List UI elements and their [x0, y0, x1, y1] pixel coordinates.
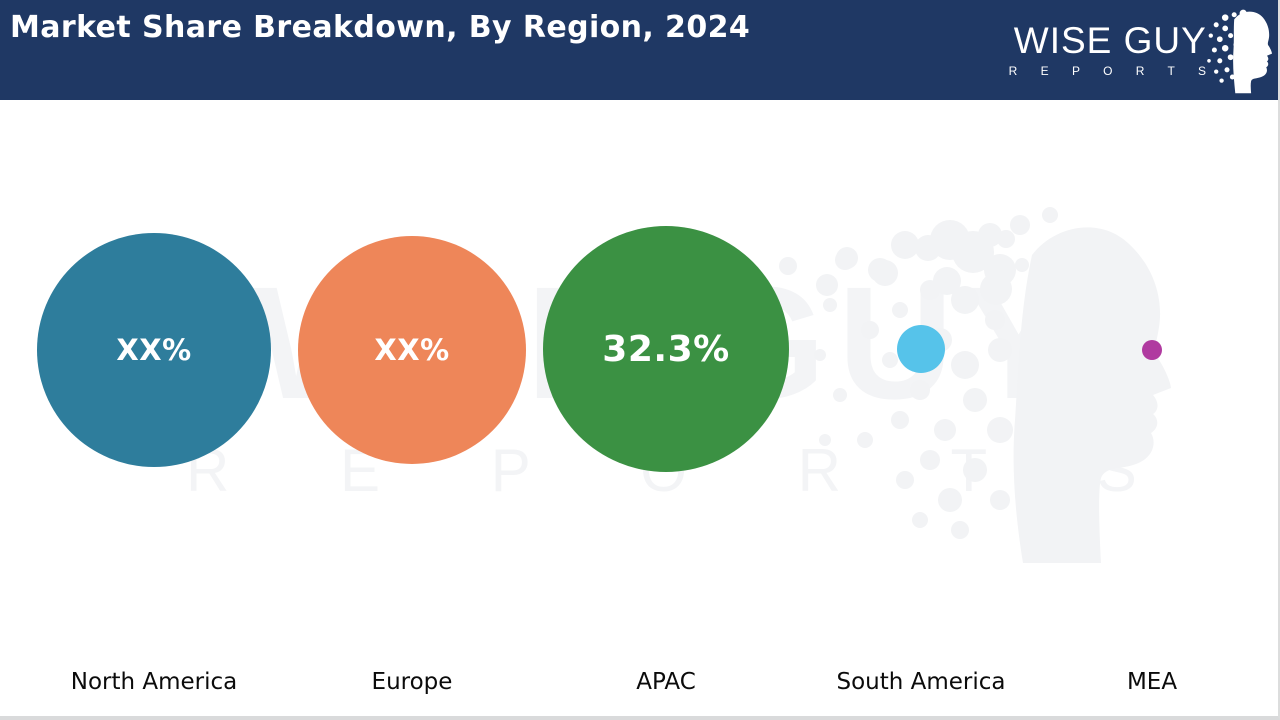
- head-silhouette-watermark: [779, 207, 1171, 563]
- category-label-apac: APAC: [636, 669, 696, 695]
- wiseguy-logo: WISE GUY R E P O R T S: [1005, 2, 1272, 98]
- bubble-value-label: 32.3%: [602, 328, 730, 370]
- bubble-apac: 32.3%: [543, 226, 789, 472]
- bubble-mea: [1142, 340, 1162, 360]
- logo-text: WISE GUY R E P O R T S: [1005, 20, 1216, 78]
- bubble-south-america: [897, 325, 945, 373]
- bubble-value-label: XX%: [116, 333, 192, 367]
- logo-subtext: R E P O R T S: [1008, 63, 1216, 78]
- logo-wordmark: WISE GUY: [1013, 20, 1207, 62]
- category-label-north-america: North America: [70, 669, 238, 695]
- bubble-value-label: XX%: [374, 333, 450, 367]
- category-label-mea: MEA: [1126, 669, 1178, 695]
- bubble-europe: XX%: [298, 236, 526, 464]
- category-label-south-america: South America: [836, 669, 1006, 695]
- header-bar: Market Share Breakdown, By Region, 2024 …: [0, 0, 1278, 100]
- category-label-europe: Europe: [371, 669, 453, 695]
- chart-title: Market Share Breakdown, By Region, 2024: [10, 10, 751, 45]
- wiseguy-head-icon: [1207, 9, 1272, 94]
- bubble-north-america: XX%: [37, 233, 271, 467]
